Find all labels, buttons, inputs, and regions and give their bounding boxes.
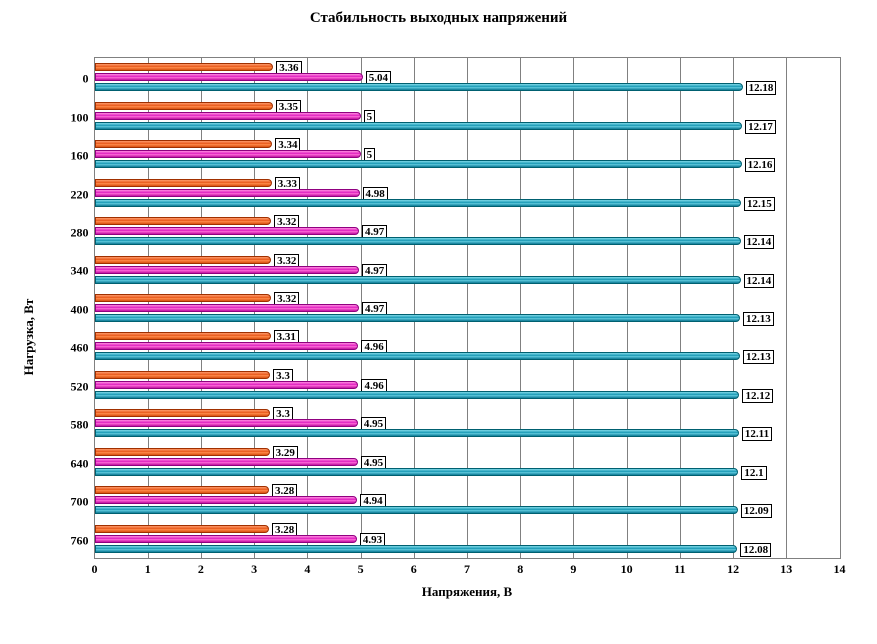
bar-value-label: 12.13 [743,312,774,326]
bar-value-label: 12.13 [743,350,774,364]
bar-3v3 [95,217,272,225]
bar-3v3 [95,525,270,533]
bar-3v3 [95,294,272,302]
x-tick: 5 [358,562,364,577]
bar-3v3 [95,332,271,340]
bar-5v [95,535,357,543]
bar-12v [95,314,740,322]
bar-5v [95,458,358,466]
y-tick: 0 [83,72,89,87]
bar-3v3 [95,486,270,494]
bar-3v3 [95,448,270,456]
bar-value-label: 12.14 [744,235,775,249]
x-tick: 12 [727,562,739,577]
y-tick: 220 [71,187,89,202]
bar-5v [95,189,360,197]
bar-3v3 [95,371,271,379]
bar-12v [95,276,741,284]
x-tick: 4 [304,562,310,577]
bar-value-label: 12.12 [742,389,773,403]
x-tick: 10 [621,562,633,577]
bar-12v [95,468,739,476]
gridline [680,58,681,558]
bar-12v [95,545,738,553]
x-tick: 3 [251,562,257,577]
bar-5v [95,227,359,235]
bar-12v [95,429,739,437]
y-tick: 100 [71,110,89,125]
bar-5v [95,381,359,389]
bar-3v3 [95,256,272,264]
bar-value-label: 12.17 [745,120,776,134]
bar-value-label: 12.11 [742,427,772,441]
y-tick: 640 [71,456,89,471]
y-tick: 700 [71,495,89,510]
bar-12v [95,352,740,360]
x-tick: 0 [92,562,98,577]
y-tick: 160 [71,149,89,164]
bar-5v [95,342,359,350]
chart-title: Стабильность выходных напряжений [10,10,867,27]
bar-value-label: 12.15 [744,197,775,211]
gridline [573,58,574,558]
x-tick: 6 [411,562,417,577]
x-axis-label: Напряжения, В [422,584,512,600]
bar-12v [95,391,740,399]
x-tick: 1 [145,562,151,577]
bar-12v [95,237,741,245]
y-tick: 460 [71,341,89,356]
gridline [627,58,628,558]
y-tick: 340 [71,264,89,279]
bar-value-label: 12.1 [741,466,766,480]
y-tick: 400 [71,302,89,317]
gridline [467,58,468,558]
gridline [414,58,415,558]
bar-5v [95,150,361,158]
x-tick: 9 [570,562,576,577]
bar-12v [95,506,738,514]
x-tick: 2 [198,562,204,577]
bar-5v [95,112,361,120]
bar-value-label: 12.18 [746,81,777,95]
chart-container: Нагрузка, Вт Напряжения, В 0123456789101… [19,47,859,627]
x-tick: 7 [464,562,470,577]
bar-12v [95,122,743,130]
bar-3v3 [95,63,274,71]
bar-value-label: 12.16 [745,158,776,172]
bar-3v3 [95,409,271,417]
bar-5v [95,419,358,427]
bar-5v [95,73,363,81]
bar-value-label: 12.14 [744,274,775,288]
y-tick: 280 [71,226,89,241]
bar-value-label: 12.08 [740,543,771,557]
x-tick: 13 [780,562,792,577]
plot-area: Напряжения, В 0123456789101112131403.365… [94,57,841,559]
bar-12v [95,83,743,91]
x-tick: 8 [517,562,523,577]
gridline [786,58,787,558]
x-tick: 14 [834,562,846,577]
y-tick: 760 [71,533,89,548]
bar-5v [95,266,359,274]
gridline [520,58,521,558]
y-tick: 580 [71,418,89,433]
x-tick: 11 [674,562,685,577]
bar-5v [95,496,358,504]
gridline [733,58,734,558]
bar-12v [95,199,742,207]
bar-12v [95,160,742,168]
y-tick: 520 [71,379,89,394]
bar-3v3 [95,102,273,110]
bar-3v3 [95,140,273,148]
bar-5v [95,304,359,312]
bar-value-label: 12.09 [741,504,772,518]
bar-3v3 [95,179,272,187]
y-axis-label: Нагрузка, Вт [21,299,37,376]
